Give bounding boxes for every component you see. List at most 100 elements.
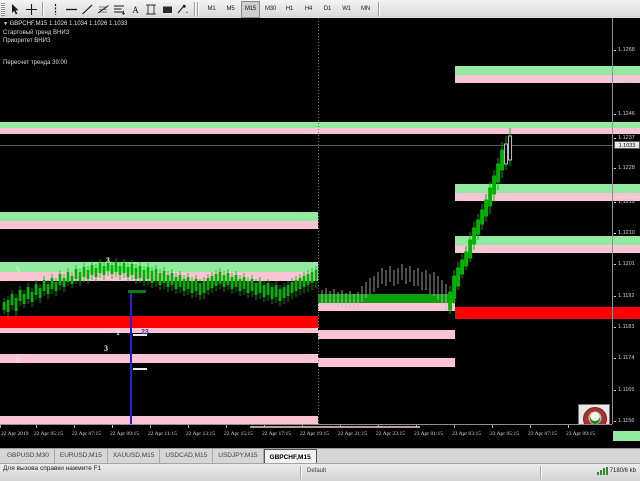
shapes-icon[interactable] — [159, 1, 175, 17]
price-axis-band-red — [613, 307, 640, 319]
price-label-3: 1.1237 — [618, 135, 635, 141]
time-label-7: 22 Apr 17:15 — [262, 431, 292, 437]
status-network-text: 7180/6 kb — [609, 468, 636, 474]
zone-band-pink-r2 — [455, 193, 612, 201]
candlestick-series — [2, 128, 513, 318]
marker-tick-mid — [133, 334, 147, 336]
tab-eurusd-m15[interactable]: EURUSD,M15 — [55, 449, 108, 463]
timeframe-m30[interactable]: M30 — [264, 6, 277, 12]
chart-plot-area[interactable]: ▼ GBPCHF,M15 1.1026 1.1034 1.1026 1.1033… — [0, 18, 612, 424]
zone-band-red-3l — [0, 316, 318, 328]
zone-band-pink-r1 — [455, 75, 612, 83]
time-label-5: 22 Apr 13:15 — [186, 431, 216, 437]
time-label-2: 22 Apr 07:15 — [72, 431, 102, 437]
toolbar-separator — [42, 2, 44, 16]
time-label-3: 22 Apr 09:15 — [110, 431, 140, 437]
status-network[interactable]: 7180/6 kb — [596, 467, 636, 475]
price-axis-band-pink-3 — [613, 193, 640, 201]
tab-gbpusd-m30[interactable]: GBPUSD,M30 — [2, 449, 55, 463]
price-label-11: 1.1165 — [618, 387, 635, 393]
price-axis-band-green-4 — [613, 236, 640, 245]
time-axis-progress — [250, 426, 420, 428]
price-label-10: 1.1174 — [618, 355, 635, 361]
chart-comment-2: Приоритет ВНИЗ — [3, 38, 51, 44]
tab-xauusd-m15[interactable]: XAUUSD,M15 — [108, 449, 161, 463]
price-axis-band-pink-1 — [613, 128, 640, 134]
price-axis-band-green-2 — [613, 66, 640, 75]
zone-number-3-lower: 3 — [104, 344, 108, 353]
time-label-4: 22 Apr 11:15 — [148, 431, 177, 437]
timeframe-h4[interactable]: H4 — [304, 6, 313, 12]
trendline-icon[interactable] — [79, 1, 95, 17]
timeframe-d1[interactable]: D1 — [323, 6, 332, 12]
equidistant-channel-icon[interactable] — [111, 1, 127, 17]
chart-comment-3: Пересчет тренда 39:00 — [3, 60, 68, 66]
price-axis-band-green-5 — [613, 431, 640, 441]
toolbar-separator-3 — [197, 2, 199, 16]
marker-value-label: 23 — [141, 329, 149, 336]
crosshair-tools-icon[interactable] — [175, 1, 191, 17]
zone-band-red-r4 — [455, 307, 612, 319]
text-label-icon[interactable] — [143, 1, 159, 17]
price-label-6: 1.1210 — [618, 230, 635, 236]
session-split-line — [318, 18, 319, 424]
zone-band-green-r2 — [455, 184, 612, 193]
time-label-11: 23 Apr 01:15 — [414, 431, 444, 437]
time-label-15: 23 Apr 09:15 — [566, 431, 596, 437]
tab-gbpchf-m15[interactable]: GBPCHF,M15 — [263, 449, 317, 465]
time-label-14: 23 Apr 07:15 — [528, 431, 558, 437]
price-axis-band-green-1 — [613, 122, 640, 128]
current-price-label: 1.1033 — [614, 141, 640, 149]
price-label-4: 1.1228 — [618, 165, 635, 171]
price-crosshair-line — [0, 145, 612, 146]
zone-band-green-r3 — [455, 236, 612, 245]
tab-usdcad-m15[interactable]: USDCAD,M15 — [160, 449, 214, 463]
fibonacci-icon[interactable] — [95, 1, 111, 17]
time-label-1: 22 Apr 05:15 — [34, 431, 64, 437]
marker-tick-top — [128, 290, 146, 293]
timeframe-m1[interactable]: M1 — [207, 6, 216, 12]
price-label-12: 1.1156 — [618, 418, 635, 424]
zone-number-3-upper: 3 — [106, 256, 110, 265]
vertical-marker-line — [130, 293, 132, 424]
status-bar: Для вызова справки нажмите F1 Default 71… — [0, 463, 640, 481]
toolbar-grip[interactable] — [1, 2, 5, 16]
chart-collapse-icon[interactable]: ▼ — [3, 21, 8, 27]
zone-band-pink-5u — [0, 221, 318, 229]
zone-number-5-lower: 5 — [16, 356, 20, 365]
zone-band-pink-mid — [318, 303, 455, 311]
price-label-1: 1.1255 — [618, 79, 635, 85]
timeframe-h1[interactable]: H1 — [285, 6, 294, 12]
time-label-9: 22 Apr 21:15 — [338, 431, 368, 437]
cursor-icon[interactable] — [7, 1, 23, 17]
status-help-text: Для вызова справки нажмите F1 — [3, 465, 102, 472]
emblem-icon — [583, 407, 607, 424]
status-profile[interactable]: Default — [307, 468, 327, 474]
price-label-5: 1.1219 — [618, 199, 635, 205]
time-label-12: 23 Apr 03:15 — [452, 431, 482, 437]
price-axis-band-green-3 — [613, 184, 640, 193]
text-icon[interactable]: A — [127, 1, 143, 17]
toolbar-separator-4 — [378, 2, 380, 16]
crosshair-icon[interactable] — [23, 1, 39, 17]
horizontal-line-icon[interactable] — [63, 1, 79, 17]
zone-band-pink-3l — [0, 328, 318, 333]
timeframe-m5[interactable]: M5 — [226, 6, 235, 12]
time-label-13: 23 Apr 05:15 — [490, 431, 520, 437]
timeframe-w1[interactable]: W1 — [342, 6, 351, 12]
time-axis[interactable]: 22 Apr 2019 22 Apr 05:15 22 Apr 07:15 22… — [0, 424, 612, 448]
timeframe-m15[interactable]: M15 — [241, 0, 260, 18]
zone-band-pink-r3 — [455, 245, 612, 253]
chart-window[interactable]: ▼ GBPCHF,M15 1.1026 1.1034 1.1026 1.1033… — [0, 18, 640, 448]
vertical-line-icon[interactable] — [47, 1, 63, 17]
chart-header: ▼ GBPCHF,M15 1.1026 1.1034 1.1026 1.1033 — [3, 20, 127, 28]
chart-header-text: GBPCHF,M15 1.1026 1.1034 1.1026 1.1033 — [9, 21, 128, 27]
timeframe-mn[interactable]: MN — [361, 6, 370, 12]
tab-usdjpy-m15[interactable]: USDJPY,M15 — [213, 449, 264, 463]
price-axis[interactable]: 1.1268 1.1255 1.1246 1.1237 1.1228 1.121… — [612, 18, 640, 441]
zone-band-green-mid — [318, 294, 455, 303]
price-label-2: 1.1246 — [618, 111, 635, 117]
time-label-10: 22 Apr 23:15 — [376, 431, 406, 437]
price-label-8: 1.1192 — [618, 293, 635, 299]
